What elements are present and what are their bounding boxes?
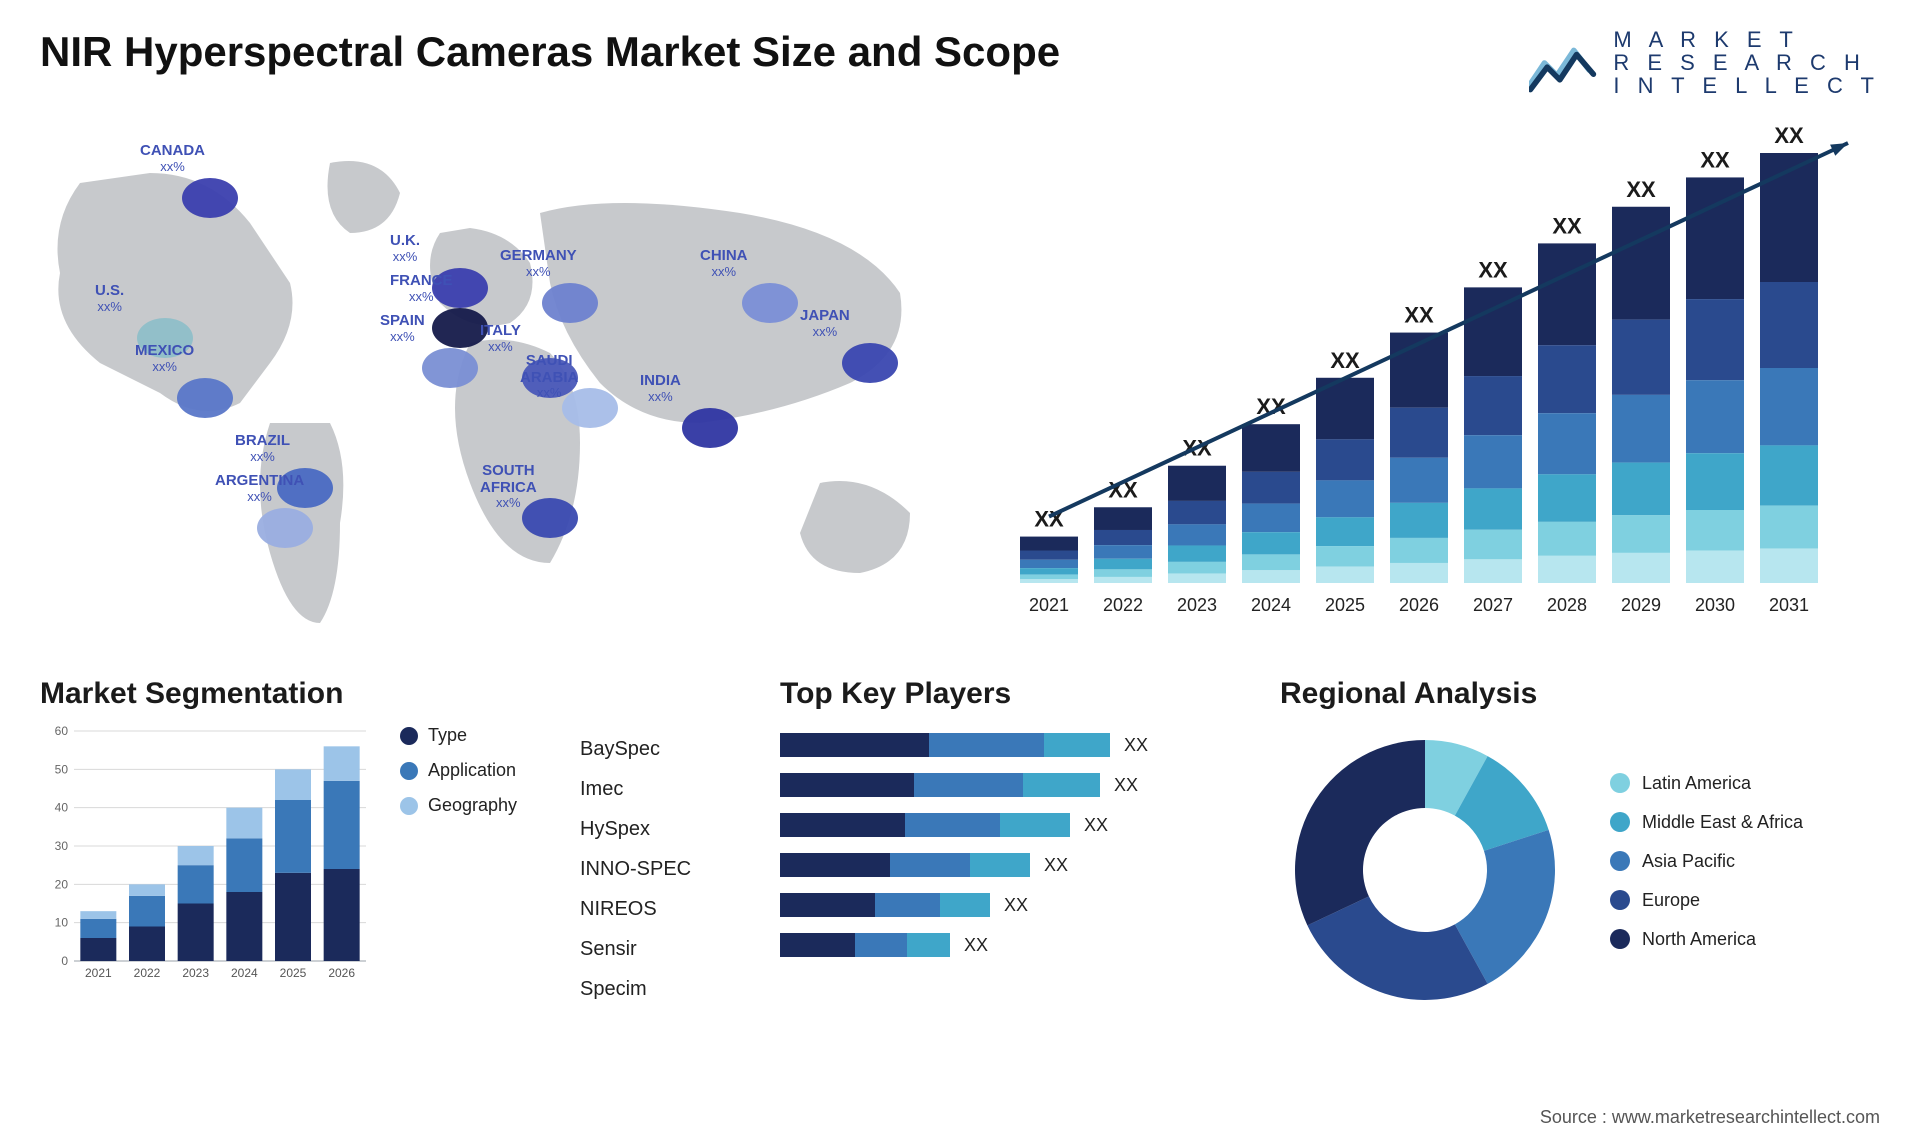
player-value: XX xyxy=(1124,735,1148,756)
svg-text:2031: 2031 xyxy=(1769,595,1809,615)
seg-legend-application: Application xyxy=(400,760,517,781)
player-value: XX xyxy=(1114,775,1138,796)
segmentation-chart: 0 10 20 30 40 50 60 2021 2022 2023 2024 2025 2026 xyxy=(40,725,370,1005)
svg-text:2025: 2025 xyxy=(280,966,307,980)
segmentation-title: Market Segmentation xyxy=(40,677,560,711)
player-bar-row: XX xyxy=(780,765,1260,805)
player-value: XX xyxy=(1084,815,1108,836)
map-label-u.s.: U.S.xx% xyxy=(95,283,124,314)
svg-text:2029: 2029 xyxy=(1621,595,1661,615)
svg-text:XX: XX xyxy=(1478,258,1508,283)
svg-text:30: 30 xyxy=(55,839,69,853)
svg-text:40: 40 xyxy=(55,801,69,815)
map-label-spain: SPAINxx% xyxy=(380,313,425,344)
svg-text:2022: 2022 xyxy=(134,966,161,980)
player-name: INNO-SPEC xyxy=(580,849,760,889)
seg-legend-type: Type xyxy=(400,725,517,746)
map-label-india: INDIAxx% xyxy=(640,373,681,404)
svg-text:50: 50 xyxy=(55,763,69,777)
player-bar-row: XX xyxy=(780,845,1260,885)
player-name: Imec xyxy=(580,769,760,809)
player-bar-row: XX xyxy=(780,885,1260,925)
regional-legend-item: North America xyxy=(1610,929,1803,950)
svg-text:XX: XX xyxy=(1774,123,1804,148)
regional-legend: Latin America Middle East & Africa Asia Pa… xyxy=(1610,773,1803,968)
player-name: Specim xyxy=(580,969,760,1009)
svg-text:2021: 2021 xyxy=(85,966,112,980)
svg-text:2026: 2026 xyxy=(1399,595,1439,615)
source-caption: Source : www.marketresearchintellect.com xyxy=(1540,1107,1880,1128)
svg-text:XX: XX xyxy=(1404,303,1434,328)
player-name: Sensir xyxy=(580,929,760,969)
player-bar-row: XX xyxy=(780,925,1260,965)
regional-legend-item: Europe xyxy=(1610,890,1803,911)
map-label-canada: CANADAxx% xyxy=(140,143,205,174)
map-label-italy: ITALYxx% xyxy=(480,323,521,354)
player-name: HySpex xyxy=(580,809,760,849)
player-value: XX xyxy=(1044,855,1068,876)
svg-text:2024: 2024 xyxy=(231,966,258,980)
player-bar-row: XX xyxy=(780,805,1260,845)
map-label-argentina: ARGENTINAxx% xyxy=(215,473,304,504)
regional-donut xyxy=(1280,725,1570,1015)
svg-text:2023: 2023 xyxy=(1177,595,1217,615)
market-size-bar-chart: XX 2021 XX 2022 XX 2023 XX 2024 XX 2025 XX 2026 XX 20… xyxy=(1000,123,1880,643)
segmentation-panel: Market Segmentation 0 10 20 30 40 50 60 2021 202… xyxy=(40,677,560,1015)
svg-text:XX: XX xyxy=(1552,214,1582,239)
map-label-china: CHINAxx% xyxy=(700,248,748,279)
svg-text:0: 0 xyxy=(61,954,68,968)
segmentation-legend: Type Application Geography xyxy=(400,725,517,1005)
player-name: NIREOS xyxy=(580,889,760,929)
svg-text:2025: 2025 xyxy=(1325,595,1365,615)
player-bar-row: XX xyxy=(780,725,1260,765)
players-names: BaySpecImecHySpexINNO-SPECNIREOSSensirSp… xyxy=(580,729,760,1015)
svg-text:60: 60 xyxy=(55,725,69,738)
seg-legend-geography: Geography xyxy=(400,795,517,816)
map-label-u.k.: U.K.xx% xyxy=(390,233,420,264)
svg-text:2027: 2027 xyxy=(1473,595,1513,615)
svg-text:XX: XX xyxy=(1626,177,1656,202)
svg-text:XX: XX xyxy=(1330,348,1360,373)
page-title: NIR Hyperspectral Cameras Market Size an… xyxy=(40,28,1060,76)
svg-text:2026: 2026 xyxy=(328,966,355,980)
player-name: BaySpec xyxy=(580,729,760,769)
svg-text:2028: 2028 xyxy=(1547,595,1587,615)
svg-text:20: 20 xyxy=(55,878,69,892)
players-bars: XX XX XX XX XX XX xyxy=(780,725,1260,965)
players-title: Top Key Players xyxy=(780,677,1260,711)
map-label-south-africa: SOUTHAFRICAxx% xyxy=(480,463,537,510)
world-map: CANADAxx% U.S.xx% MEXICOxx% BRAZILxx% ARGENT… xyxy=(40,123,960,643)
map-svg xyxy=(40,123,960,643)
map-label-mexico: MEXICOxx% xyxy=(135,343,194,374)
players-panel: Top Key Players XX XX XX XX XX XX xyxy=(780,677,1260,1015)
svg-text:10: 10 xyxy=(55,916,69,930)
map-label-japan: JAPANxx% xyxy=(800,308,850,339)
svg-text:2024: 2024 xyxy=(1251,595,1291,615)
logo-line1: M A R K E T xyxy=(1613,28,1880,51)
logo-icon xyxy=(1529,33,1599,93)
logo-line2: R E S E A R C H xyxy=(1613,51,1880,74)
map-label-germany: GERMANYxx% xyxy=(500,248,577,279)
logo-line3: I N T E L L E C T xyxy=(1613,74,1880,97)
brand-logo: M A R K E T R E S E A R C H I N T E L L … xyxy=(1529,28,1880,97)
svg-text:XX: XX xyxy=(1700,148,1730,173)
svg-text:2022: 2022 xyxy=(1103,595,1143,615)
svg-text:2021: 2021 xyxy=(1029,595,1069,615)
regional-legend-item: Middle East & Africa xyxy=(1610,812,1803,833)
svg-text:2023: 2023 xyxy=(182,966,209,980)
map-label-france: FRANCExx% xyxy=(390,273,453,304)
svg-text:2030: 2030 xyxy=(1695,595,1735,615)
map-label-brazil: BRAZILxx% xyxy=(235,433,290,464)
regional-title: Regional Analysis xyxy=(1280,677,1880,711)
player-value: XX xyxy=(964,935,988,956)
regional-legend-item: Asia Pacific xyxy=(1610,851,1803,872)
regional-legend-item: Latin America xyxy=(1610,773,1803,794)
regional-panel: Regional Analysis Latin America Middle Ea… xyxy=(1280,677,1880,1015)
map-label-saudi-arabia: SAUDIARABIAxx% xyxy=(520,353,578,400)
player-value: XX xyxy=(1004,895,1028,916)
